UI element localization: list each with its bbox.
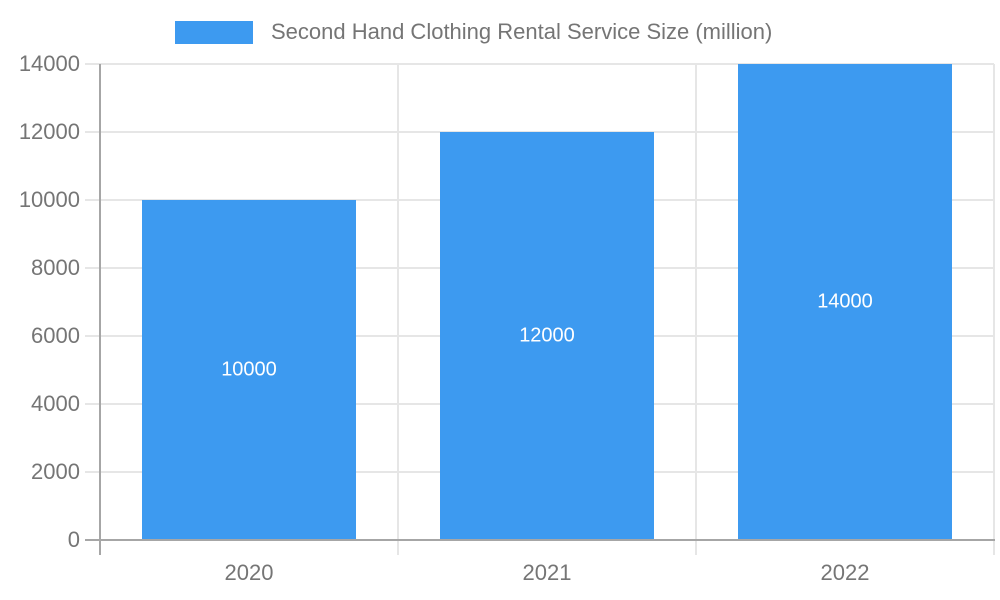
y-tick-label: 10000: [18, 187, 80, 212]
h-gridline: [85, 63, 994, 65]
y-tick-label: 2000: [31, 459, 80, 484]
x-tick-label: 2020: [224, 560, 274, 585]
v-gridline: [695, 64, 697, 555]
y-tick-label: 12000: [18, 119, 80, 144]
y-tick-label: 14000: [18, 51, 80, 76]
x-tick-label: 2021: [522, 560, 572, 585]
y-tick-label: 0: [67, 527, 80, 552]
bar-2020: [142, 200, 356, 540]
y-tick-label: 4000: [31, 391, 80, 416]
y-tick-label: 8000: [31, 255, 80, 280]
y-tick-label: 6000: [31, 323, 80, 348]
v-gridline: [993, 64, 995, 555]
x-axis-line: [85, 539, 995, 541]
legend-label: Second Hand Clothing Rental Service Size…: [271, 19, 773, 44]
v-gridline: [397, 64, 399, 555]
x-tick-label: 2022: [820, 560, 870, 585]
bar-value-label: 14000: [817, 290, 873, 313]
chart-legend: Second Hand Clothing Rental Service Size…: [175, 19, 772, 45]
legend-swatch: [175, 20, 253, 44]
bar-2022: [738, 64, 952, 540]
y-axis-line: [99, 64, 101, 555]
bar-value-label: 12000: [519, 324, 575, 347]
bar-value-label: 10000: [221, 358, 277, 381]
bar-2021: [440, 132, 654, 540]
